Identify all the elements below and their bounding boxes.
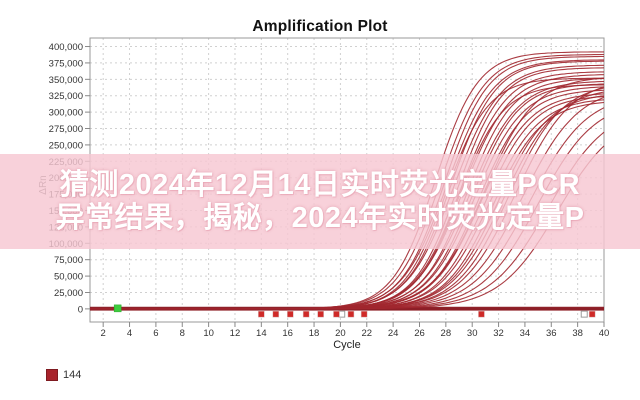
x-tick-label: 18	[309, 328, 320, 339]
y-tick-label: 0	[78, 304, 83, 315]
y-tick-label: 25,000	[54, 288, 83, 299]
legend-sample-label: 144	[63, 369, 82, 381]
x-tick-label: 10	[203, 328, 214, 339]
watermark-overlay-band: 猜测2024年12月14日实时荧光定量PCR 异常结果，揭秘，2024年实时荧光…	[0, 154, 640, 249]
x-tick-label: 24	[388, 328, 399, 339]
x-tick-label: 22	[361, 328, 372, 339]
overlay-text-line2: 异常结果，揭秘，2024年实时荧光定量P	[55, 201, 585, 234]
x-axis-title: Cycle	[333, 339, 361, 351]
open-square-marker	[580, 310, 588, 318]
y-tick-label: 50,000	[54, 272, 83, 283]
x-tick-label: 14	[256, 328, 267, 339]
y-tick-label: 400,000	[49, 42, 83, 53]
y-tick-label: 300,000	[49, 108, 83, 119]
red-square-marker	[478, 310, 485, 318]
x-tick-label: 4	[127, 328, 132, 339]
y-tick-label: 375,000	[49, 58, 83, 69]
chart-title: Amplification Plot	[252, 18, 388, 35]
legend: 144	[46, 369, 81, 381]
y-tick-label: 275,000	[49, 124, 83, 135]
legend-color-swatch	[46, 369, 58, 381]
green-square-marker	[113, 304, 122, 313]
red-square-marker	[317, 310, 324, 318]
x-tick-label: 34	[520, 328, 531, 339]
red-square-marker	[360, 310, 368, 318]
red-square-marker	[258, 310, 265, 318]
red-square-marker	[287, 310, 294, 318]
y-tick-label: 350,000	[49, 75, 83, 86]
x-tick-label: 36	[546, 328, 557, 339]
red-square-marker	[588, 310, 596, 318]
x-tick-label: 40	[599, 328, 610, 339]
x-tick-label: 12	[230, 328, 241, 339]
x-tick-label: 16	[282, 328, 293, 339]
x-tick-label: 26	[414, 328, 425, 339]
y-tick-label: 250,000	[49, 140, 83, 151]
x-tick-label: 30	[467, 328, 478, 339]
overlay-text-line1: 猜测2024年12月14日实时荧光定量PCR	[59, 168, 581, 201]
red-square-marker	[272, 310, 280, 318]
x-tick-label: 6	[153, 328, 158, 339]
red-square-marker	[347, 310, 355, 318]
red-square-marker	[333, 310, 340, 318]
x-tick-label: 8	[180, 328, 185, 339]
x-tick-label: 2	[101, 328, 106, 339]
red-square-marker	[302, 310, 310, 318]
x-tick-label: 32	[493, 328, 504, 339]
amplification-curve	[90, 145, 605, 310]
y-tick-label: 325,000	[49, 91, 83, 102]
x-tick-label: 20	[335, 328, 346, 339]
x-tick-label: 38	[572, 328, 583, 339]
y-tick-label: 75,000	[54, 255, 83, 266]
x-tick-label: 28	[441, 328, 452, 339]
